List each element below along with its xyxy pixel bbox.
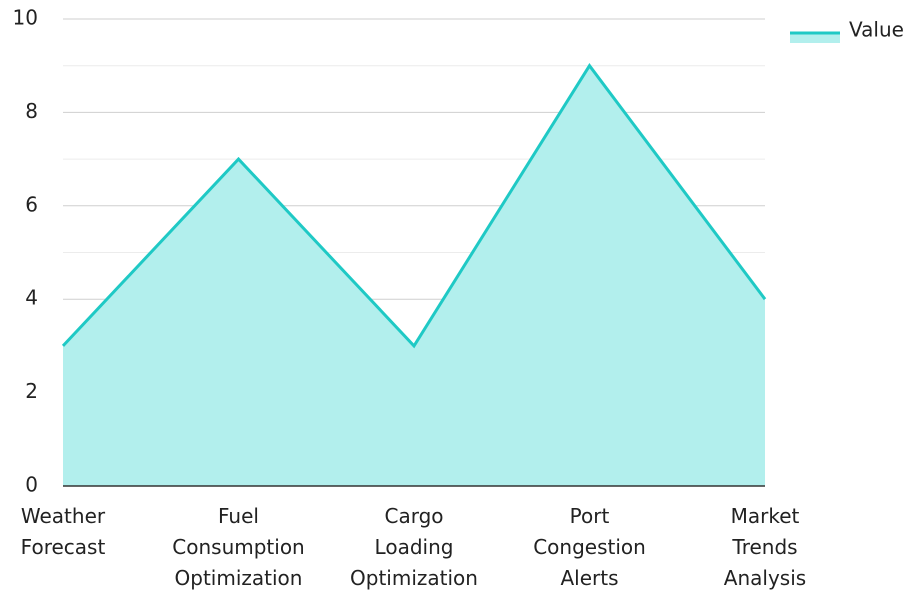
y-tick-label: 8 — [25, 99, 38, 123]
legend-label: Value — [849, 18, 904, 42]
x-tick-label: Market Trends Analysis — [724, 504, 806, 590]
x-tick-label: Port Congestion Alerts — [533, 504, 646, 590]
x-tick-label-line: Weather — [21, 504, 106, 528]
x-tick-label-line: Forecast — [21, 535, 106, 559]
x-tick-label-line: Consumption — [172, 535, 304, 559]
legend-swatch — [790, 33, 840, 43]
x-tick-label: Weather Forecast — [21, 504, 106, 559]
y-tick-label: 6 — [25, 192, 38, 216]
x-tick-label-line: Port — [570, 504, 610, 528]
x-tick-label-line: Trends — [731, 535, 797, 559]
area — [63, 65, 765, 486]
x-tick-label-line: Alerts — [560, 566, 618, 590]
y-tick-label: 4 — [25, 286, 38, 310]
x-tick-label-line: Analysis — [724, 566, 806, 590]
x-tick-label-line: Congestion — [533, 535, 646, 559]
x-tick-label-line: Loading — [375, 535, 454, 559]
line — [61, 63, 767, 349]
x-tick-label-line: Market — [731, 504, 800, 528]
x-tick-label-line: Optimization — [175, 566, 303, 590]
x-tick-label-line: Optimization — [350, 566, 478, 590]
x-tick-label-line: Cargo — [384, 504, 443, 528]
y-tick-label: 0 — [25, 473, 38, 497]
x-tick-label-line: Fuel — [218, 504, 259, 528]
x-tick-label: Cargo Loading Optimization — [350, 504, 478, 590]
x-tick-label: Fuel Consumption Optimization — [172, 504, 304, 590]
y-tick-label: 2 — [25, 379, 38, 403]
y-tick-label: 10 — [13, 6, 38, 30]
